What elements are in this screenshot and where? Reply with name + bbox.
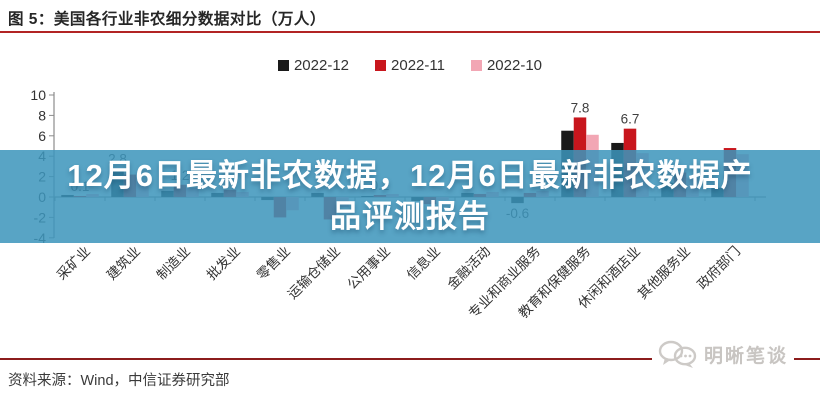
x-category-label: 批发业 [204,244,243,283]
x-category-label: 采矿业 [54,244,93,283]
y-tick-label: 10 [30,87,46,103]
source-note: 资料来源：Wind，中信证券研究部 [8,373,230,389]
legend-item-2022-12: 2022-12 [277,57,350,74]
x-category-label: 制造业 [154,244,193,283]
legend-label: 2022-10 [486,57,543,74]
x-category-label: 建筑业 [104,244,143,283]
legend-item-2022-11: 2022-11 [375,57,445,74]
speech-bubbles-icon [658,340,697,368]
bottom-divider [0,358,820,360]
figure-title: 图 5：美国各行业非农细分数据对比（万人） [8,11,326,28]
x-category-label: 公用事业 [344,244,393,293]
legend-swatch-icon [470,60,482,71]
watermark: 明晰笔谈 [651,340,794,368]
data-label: 6.7 [621,112,640,127]
top-divider [0,31,820,33]
x-category-label: 其他服务业 [635,244,693,302]
y-tick-label: 8 [38,107,46,123]
overlay-banner: 12月6日最新非农数据，12月6日最新非农数据产品评测报告 [0,150,820,243]
data-label: 7.8 [571,100,590,115]
y-tick-label: 6 [38,128,46,144]
legend-swatch-icon [375,60,387,71]
watermark-text: 明晰笔谈 [703,345,788,367]
legend-swatch-icon [277,60,289,71]
x-category-label: 金融活动 [444,244,493,293]
legend-label: 2022-12 [293,57,350,74]
x-category-label: 信息业 [403,243,443,283]
legend-item-2022-10: 2022-10 [470,57,543,74]
chart-legend: 2022-12 2022-11 2022-10 [0,57,820,74]
legend-label: 2022-11 [391,57,445,74]
x-category-label: 政府部门 [694,244,743,293]
x-category-label: 运输仓储业 [285,244,343,302]
x-category-label: 零售业 [254,244,293,283]
overlay-banner-text: 12月6日最新非农数据，12月6日最新非农数据产品评测报告 [67,157,753,234]
